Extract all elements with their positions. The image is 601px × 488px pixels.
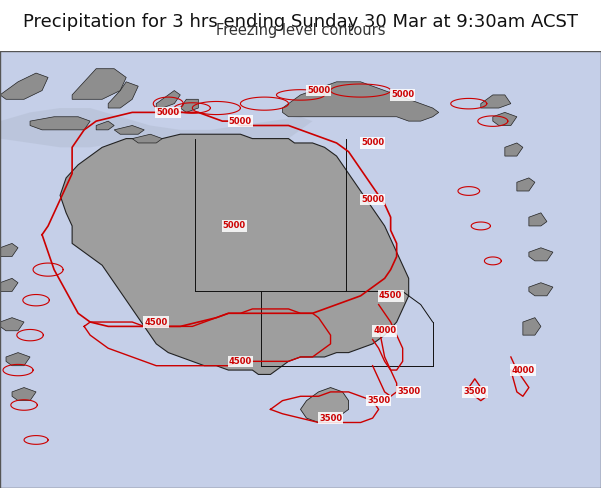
Text: Precipitation for 3 hrs ending Sunday 30 Mar at 9:30am ACST: Precipitation for 3 hrs ending Sunday 30… [23,13,578,31]
Polygon shape [493,112,517,125]
Polygon shape [114,125,144,134]
Polygon shape [529,248,553,261]
Text: 3500: 3500 [319,414,342,423]
Polygon shape [156,91,180,108]
Polygon shape [132,134,162,143]
Polygon shape [282,82,439,121]
Polygon shape [529,213,547,226]
Polygon shape [0,108,313,147]
Polygon shape [523,318,541,335]
Text: 5000: 5000 [307,86,330,95]
Text: 5000: 5000 [223,222,246,230]
Text: 3500: 3500 [463,387,486,396]
Polygon shape [300,387,349,423]
Polygon shape [108,82,138,108]
Text: 4000: 4000 [373,326,396,335]
Polygon shape [505,143,523,156]
Text: 4000: 4000 [511,366,534,375]
Text: 5000: 5000 [391,90,414,100]
Polygon shape [0,318,24,331]
Polygon shape [30,117,90,130]
Text: 5000: 5000 [229,117,252,125]
Text: 4500: 4500 [229,357,252,366]
Polygon shape [60,134,409,374]
Text: Freezing level contours: Freezing level contours [216,23,385,39]
Polygon shape [517,178,535,191]
Text: 3500: 3500 [367,396,390,405]
Polygon shape [72,69,126,99]
Polygon shape [0,278,18,291]
Polygon shape [0,73,48,99]
Polygon shape [12,387,36,401]
Polygon shape [529,283,553,296]
Text: 4500: 4500 [379,291,402,300]
Text: 5000: 5000 [157,108,180,117]
Polygon shape [96,121,114,130]
Text: 3500: 3500 [397,387,420,396]
Text: 5000: 5000 [361,139,384,147]
Polygon shape [0,244,18,257]
Text: 4500: 4500 [145,318,168,326]
Polygon shape [180,99,198,112]
Polygon shape [481,95,511,108]
Polygon shape [6,353,30,366]
Text: 5000: 5000 [361,195,384,204]
